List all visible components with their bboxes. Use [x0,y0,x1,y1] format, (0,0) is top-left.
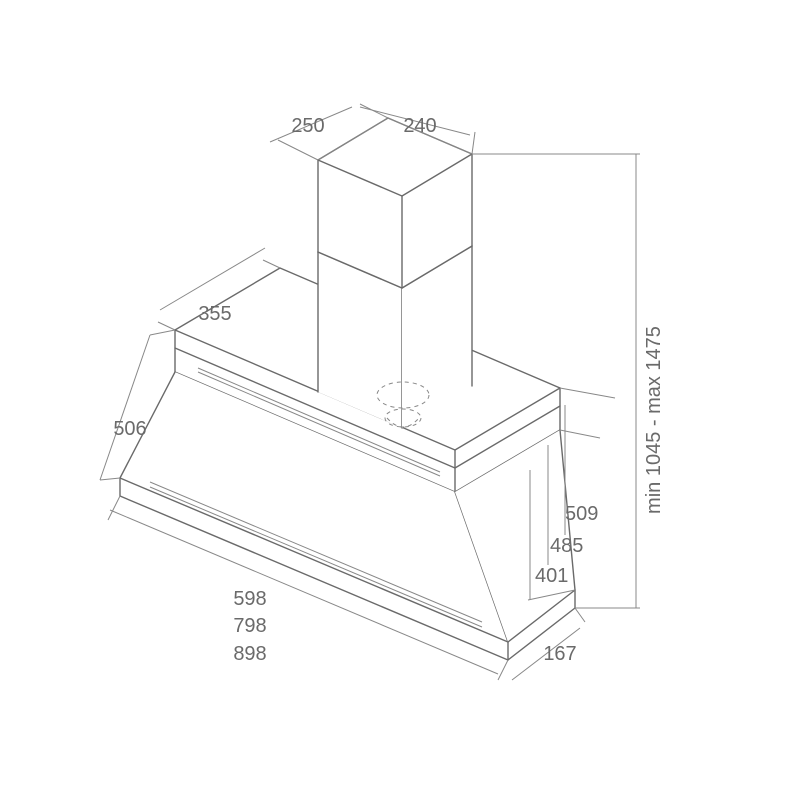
dimension-label: 250 [291,115,324,137]
technical-drawing: 250 240 355 506 598 798 898 167 401 485 509 min 104… [0,0,800,800]
dimension-label: min 1045 - max 1475 [643,326,665,514]
dimension-label: 401 [535,565,568,587]
dimension-label: 485 [550,535,583,557]
dimension-label: 355 [198,303,231,325]
dimension-label: 167 [543,643,576,665]
dimension-label: 798 [233,615,266,637]
dimension-label: 598 [233,588,266,610]
dimension-label: 509 [565,503,598,525]
dimension-label: 898 [233,643,266,665]
dimension-label: 240 [403,115,436,137]
dimension-label: 506 [113,418,146,440]
